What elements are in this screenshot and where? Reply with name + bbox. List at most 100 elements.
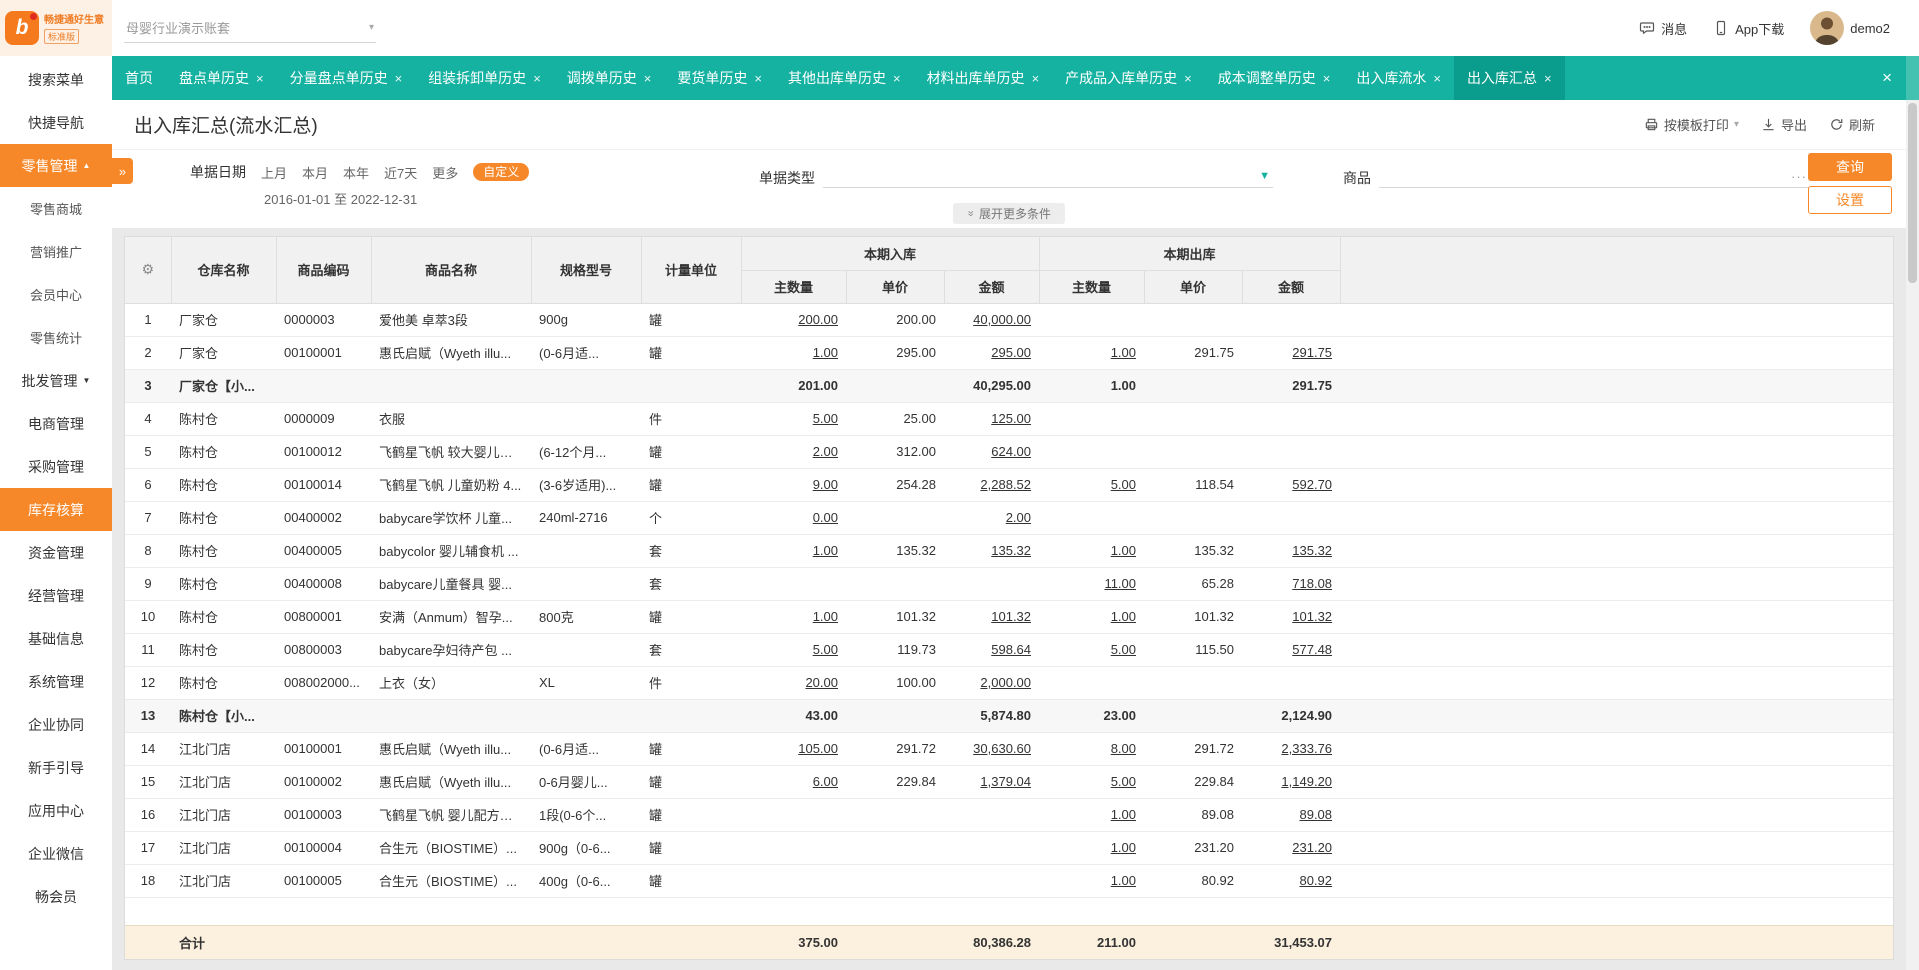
refresh-button[interactable]: 刷新 — [1820, 115, 1884, 134]
sidebar-item[interactable]: 搜索菜单 — [0, 58, 112, 101]
sidebar-item[interactable]: 营销推广 — [0, 230, 112, 273]
date-quick-option[interactable]: 本月 — [302, 165, 329, 181]
tab-item[interactable]: 首页 — [112, 56, 166, 100]
sidebar-item[interactable]: 经营管理 — [0, 574, 112, 617]
close-all-tabs-icon[interactable]: × — [1882, 68, 1892, 87]
cell-out-qty[interactable]: 11.00 — [1039, 567, 1145, 601]
cell-in-qty[interactable]: 1.00 — [741, 600, 846, 634]
value-link[interactable]: 8.00 — [1110, 741, 1137, 756]
scrollbar-thumb[interactable] — [1908, 103, 1917, 283]
table-row[interactable]: 8 陈村仓 00400005 babycolor 婴儿辅食机 ... 套 1.00 135.… — [125, 534, 1893, 568]
cell-in-amount[interactable]: 295.00 — [944, 336, 1040, 370]
cell-in-amount[interactable]: 125.00 — [944, 402, 1040, 436]
sidebar-item[interactable]: 畅会员 — [0, 875, 112, 918]
table-row[interactable]: 2 厂家仓 00100001 惠氏启赋（Wyeth illu... (0-6月适... 罐… — [125, 336, 1893, 370]
value-link[interactable]: 1.00 — [1110, 345, 1137, 360]
cell-out-amount[interactable]: 231.20 — [1242, 831, 1341, 865]
sidebar-item[interactable]: 零售管理 ▲ — [0, 144, 112, 187]
value-link[interactable]: 5.00 — [812, 411, 838, 426]
cell-in-qty[interactable]: 1.00 — [741, 534, 846, 568]
table-row[interactable]: 9 陈村仓 00400008 babycare儿童餐具 婴... 套 11.00 65.28… — [125, 567, 1893, 601]
table-row[interactable]: 15 江北门店 00100002 惠氏启赋（Wyeth illu... 0-6月婴儿..… — [125, 765, 1893, 799]
value-link[interactable]: 5.00 — [1110, 642, 1137, 657]
cell-in-amount[interactable]: 624.00 — [944, 435, 1040, 469]
close-icon[interactable]: × — [1433, 70, 1441, 86]
expand-more-button[interactable]: » 展开更多条件 — [952, 203, 1066, 224]
value-link[interactable]: 1.00 — [1110, 543, 1137, 558]
column-settings-gear-icon[interactable]: ⚙ — [141, 261, 155, 278]
tab-item[interactable]: 材料出库单历史 × — [914, 56, 1053, 100]
sidebar-item[interactable]: 会员中心 — [0, 273, 112, 316]
value-link[interactable]: 2.00 — [1005, 510, 1032, 525]
cell-out-amount[interactable]: 577.48 — [1242, 633, 1341, 667]
value-link[interactable]: 1.00 — [812, 345, 838, 360]
close-icon[interactable]: × — [256, 70, 264, 86]
value-link[interactable]: 2,000.00 — [980, 675, 1032, 690]
sidebar-item[interactable]: 批发管理 ▼ — [0, 359, 112, 402]
value-link[interactable]: 200.00 — [798, 312, 838, 327]
cell-in-qty[interactable]: 5.00 — [741, 402, 846, 436]
value-link[interactable]: 30,630.60 — [973, 741, 1032, 756]
date-quick-option[interactable]: 上月 — [261, 165, 288, 181]
sidebar-item[interactable]: 系统管理 — [0, 660, 112, 703]
sidebar-item[interactable]: 应用中心 — [0, 789, 112, 832]
value-link[interactable]: 135.32 — [991, 543, 1032, 558]
value-link[interactable]: 1.00 — [1110, 840, 1137, 855]
value-link[interactable]: 1.00 — [812, 543, 838, 558]
value-link[interactable]: 9.00 — [812, 477, 838, 492]
sidebar-item[interactable]: 快捷导航 — [0, 101, 112, 144]
close-icon[interactable]: × — [1184, 70, 1192, 86]
date-range-value[interactable]: 2016-01-01 至 2022-12-31 — [264, 192, 418, 207]
table-row[interactable]: 6 陈村仓 00100014 飞鹤星飞帆 儿童奶粉 4... (3-6岁适用)... 罐 9… — [125, 468, 1893, 502]
value-link[interactable]: 1.00 — [1110, 609, 1137, 624]
value-link[interactable]: 291.75 — [1292, 345, 1333, 360]
value-link[interactable]: 20.00 — [805, 675, 838, 690]
custom-date-button[interactable]: 自定义 — [473, 163, 530, 181]
sidebar-item[interactable]: 电商管理 — [0, 402, 112, 445]
cell-in-qty[interactable]: 2.00 — [741, 435, 846, 469]
cell-in-amount[interactable]: 2,000.00 — [944, 666, 1040, 700]
tab-item[interactable]: 组装拆卸单历史 × — [415, 56, 554, 100]
value-link[interactable]: 598.64 — [991, 642, 1032, 657]
tab-item[interactable]: 产成品入库单历史 × — [1052, 56, 1205, 100]
value-link[interactable]: 101.32 — [991, 609, 1032, 624]
cell-in-amount[interactable]: 2,288.52 — [944, 468, 1040, 502]
value-link[interactable]: 1.00 — [812, 609, 838, 624]
table-row[interactable]: 14 江北门店 00100001 惠氏启赋（Wyeth illu... (0-6月适..… — [125, 732, 1893, 766]
cell-out-amount[interactable]: 2,333.76 — [1242, 732, 1341, 766]
table-row[interactable]: 7 陈村仓 00400002 babycare学饮杯 儿童... 240ml-2716 个… — [125, 501, 1893, 535]
value-link[interactable]: 592.70 — [1292, 477, 1333, 492]
value-link[interactable]: 5.00 — [1110, 774, 1137, 789]
value-link[interactable]: 105.00 — [798, 741, 838, 756]
sidebar-item[interactable]: 采购管理 — [0, 445, 112, 488]
search-button[interactable]: 查询 — [1808, 153, 1892, 181]
close-icon[interactable]: × — [394, 70, 403, 86]
table-row[interactable]: 16 江北门店 00100003 飞鹤星飞帆 婴儿配方奶... 1段(0-6个... 罐 1… — [125, 798, 1893, 832]
cell-in-qty[interactable]: 9.00 — [741, 468, 846, 502]
cell-in-qty[interactable]: 1.00 — [741, 336, 846, 370]
close-icon[interactable]: × — [1031, 70, 1040, 86]
user-menu[interactable]: demo2 — [1810, 11, 1890, 45]
sidebar-item[interactable]: 零售商城 — [0, 187, 112, 230]
cell-in-amount[interactable]: 1,379.04 — [944, 765, 1040, 799]
value-link[interactable]: 11.00 — [1104, 576, 1137, 591]
value-link[interactable]: 1.00 — [1110, 873, 1137, 888]
sidebar-item[interactable]: 基础信息 — [0, 617, 112, 660]
cell-out-qty[interactable]: 1.00 — [1039, 864, 1145, 898]
print-by-template-button[interactable]: 按模板打印 ▾ — [1635, 115, 1748, 134]
cell-in-qty[interactable]: 6.00 — [741, 765, 846, 799]
value-link[interactable]: 5.00 — [1110, 477, 1137, 492]
value-link[interactable]: 2,288.52 — [980, 477, 1032, 492]
close-icon[interactable]: × — [1322, 70, 1331, 86]
value-link[interactable]: 6.00 — [812, 774, 838, 789]
brand-logo[interactable]: b 畅捷通好生意 标准版 — [0, 0, 112, 56]
tab-item[interactable]: 其他出库单历史 × — [775, 56, 914, 100]
cell-in-amount[interactable]: 598.64 — [944, 633, 1040, 667]
cell-out-qty[interactable]: 5.00 — [1039, 765, 1145, 799]
tab-item[interactable]: 出入库流水 × — [1343, 56, 1454, 100]
value-link[interactable]: 101.32 — [1292, 609, 1333, 624]
value-link[interactable]: 0.00 — [812, 510, 838, 525]
table-row[interactable]: 12 陈村仓 008002000... 上衣（女） XL 件 20.00 100.00 2,00… — [125, 666, 1893, 700]
cell-out-qty[interactable]: 1.00 — [1039, 600, 1145, 634]
messages-button[interactable]: 消息 — [1639, 19, 1687, 38]
